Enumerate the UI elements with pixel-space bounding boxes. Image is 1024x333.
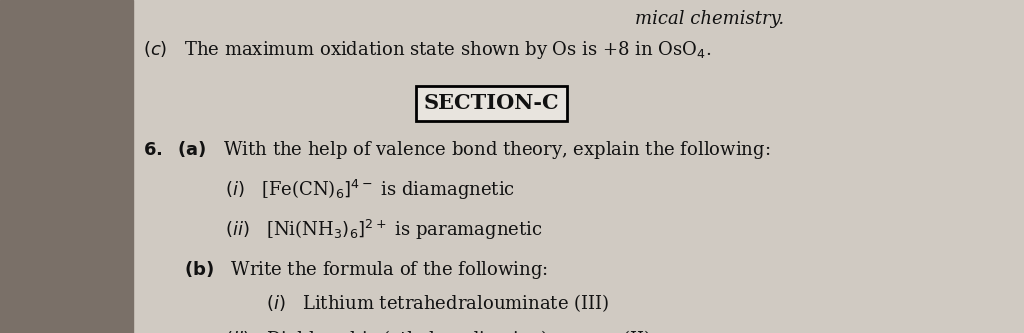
Text: $(ii)$   [Ni(NH$_3)_6]^{2+}$ is paramagnetic: $(ii)$ [Ni(NH$_3)_6]^{2+}$ is paramagnet… — [225, 218, 543, 242]
Text: mical chemistry.: mical chemistry. — [635, 10, 784, 28]
Text: SECTION-C: SECTION-C — [424, 93, 559, 113]
Text: $(i)$   [Fe(CN)$_6]^{4-}$ is diamagnetic: $(i)$ [Fe(CN)$_6]^{4-}$ is diamagnetic — [225, 178, 515, 202]
Text: $(ii)$   Dichloro bis (ethylenediamine) copper (II).: $(ii)$ Dichloro bis (ethylenediamine) co… — [225, 328, 656, 333]
Text: $\mathbf{6.\ \ (a)}$   With the help of valence bond theory, explain the followi: $\mathbf{6.\ \ (a)}$ With the help of va… — [143, 139, 771, 161]
Text: $(c)$   The maximum oxidation state shown by Os is +8 in OsO$_4$.: $(c)$ The maximum oxidation state shown … — [143, 39, 712, 61]
Text: $\mathbf{(b)}$   Write the formula of the following:: $\mathbf{(b)}$ Write the formula of the … — [184, 259, 548, 281]
Bar — [0, 0, 133, 333]
Text: $(i)$   Lithium tetrahedralouminate (III): $(i)$ Lithium tetrahedralouminate (III) — [266, 292, 609, 314]
